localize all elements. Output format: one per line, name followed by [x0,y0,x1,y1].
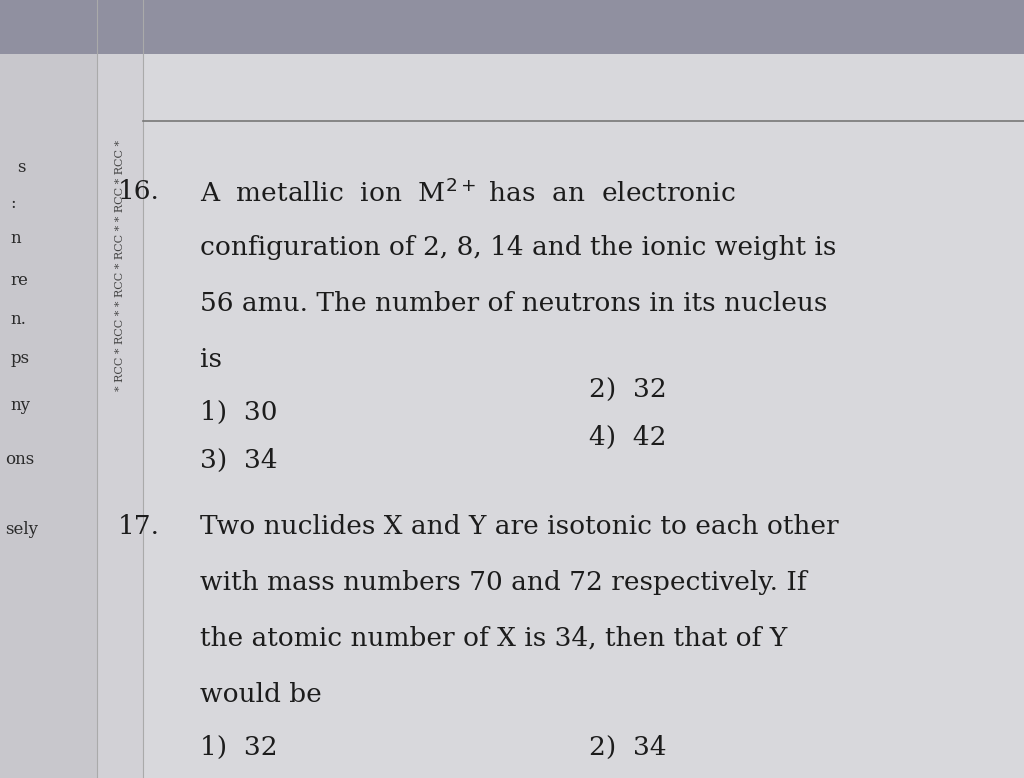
Text: :: : [10,194,15,212]
Text: the atomic number of X is 34, then that of Y: the atomic number of X is 34, then that … [200,626,786,650]
Text: ps: ps [10,350,30,367]
Text: n.: n. [10,311,27,328]
Text: 1)  30: 1) 30 [200,400,278,425]
Text: 56 amu. The number of neutrons in its nucleus: 56 amu. The number of neutrons in its nu… [200,291,827,316]
Text: 3)  34: 3) 34 [200,447,278,472]
Text: 1)  32: 1) 32 [200,734,278,759]
Text: s: s [17,159,26,177]
Text: configuration of 2, 8, 14 and the ionic weight is: configuration of 2, 8, 14 and the ionic … [200,235,836,260]
Text: ny: ny [10,397,31,414]
Text: 2)  34: 2) 34 [589,734,667,759]
Text: is: is [200,347,221,372]
Bar [97,0,143,778]
Text: * RCC * RCC * * RCC * RCC * * RCC * RCC *: * RCC * RCC * * RCC * RCC * * RCC * RCC … [116,140,125,391]
Text: n: n [10,230,20,247]
Text: 2)  32: 2) 32 [589,377,667,402]
Text: would be: would be [200,682,322,706]
Text: Two nuclides X and Y are isotonic to each other: Two nuclides X and Y are isotonic to eac… [200,513,839,538]
Text: with mass numbers 70 and 72 respectively. If: with mass numbers 70 and 72 respectively… [200,569,806,594]
Text: 16.: 16. [118,179,160,204]
Text: A  metallic  ion  M$^{2+}$ has  an  electronic: A metallic ion M$^{2+}$ has an electroni… [200,179,735,208]
Bar [0,0,97,778]
Text: 17.: 17. [118,513,160,538]
Text: sely: sely [5,521,38,538]
Text: ons: ons [5,451,35,468]
Text: re: re [10,272,28,289]
Text: 4)  42: 4) 42 [589,425,667,450]
Bar [0,0,1024,54]
